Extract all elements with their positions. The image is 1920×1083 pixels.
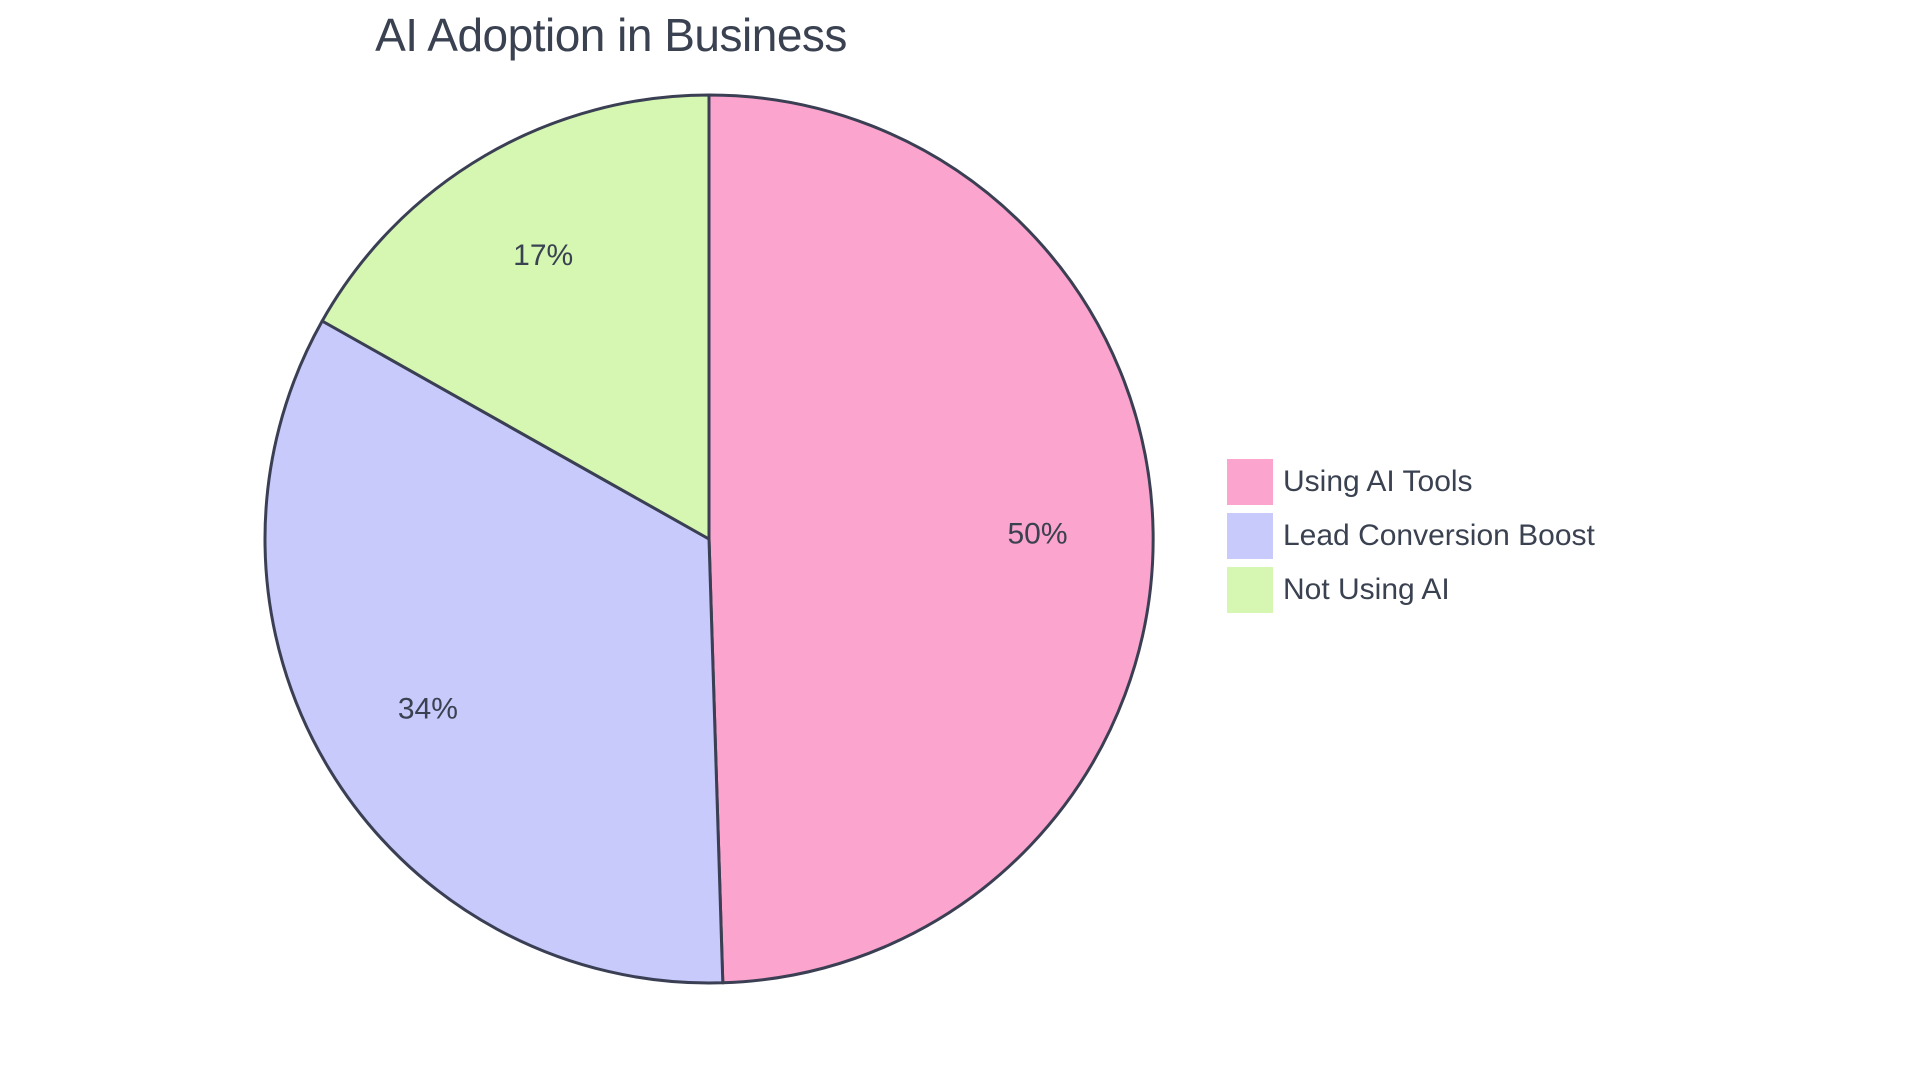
legend-swatch-icon (1227, 459, 1273, 505)
pie-slice (320, 93, 711, 541)
legend-item-label: Lead Conversion Boost (1283, 519, 1595, 552)
legend-item: Using AI Tools (1227, 459, 1595, 505)
pie-percent-label: 50% (1007, 517, 1067, 550)
pie-slice (263, 319, 725, 985)
pie-percent-label: 34% (398, 693, 458, 726)
legend-item: Lead Conversion Boost (1227, 513, 1595, 559)
legend-swatch-icon (1227, 513, 1273, 559)
pie-slice (707, 93, 1155, 985)
legend-swatch-icon (1227, 567, 1273, 613)
legend-item: Not Using AI (1227, 567, 1595, 613)
chart-title: AI Adoption in Business (375, 9, 847, 61)
legend-item-label: Using AI Tools (1283, 465, 1473, 498)
legend: Using AI Tools Lead Conversion Boost Not… (1227, 459, 1595, 613)
pie-percent-label: 17% (513, 239, 573, 272)
legend-item-label: Not Using AI (1283, 573, 1450, 606)
